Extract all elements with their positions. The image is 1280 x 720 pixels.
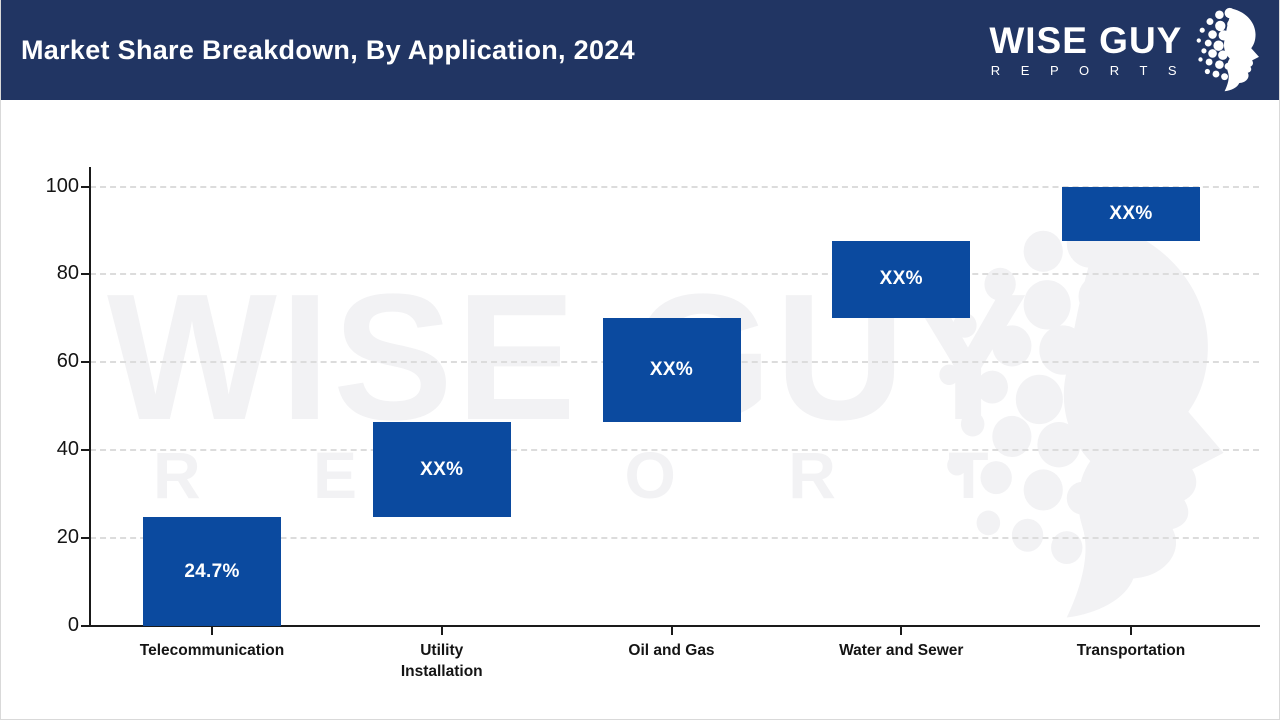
x-category-label-line: Water and Sewer <box>839 642 964 659</box>
y-tick-mark <box>81 625 89 627</box>
x-category-label-line: Installation <box>400 663 483 680</box>
header-bar: Market Share Breakdown, By Application, … <box>1 0 1279 100</box>
watermark-subtext: R E P O R T S <box>153 438 1192 512</box>
brand-subtitle: R E P O R T S <box>990 63 1185 78</box>
y-tick-label: 40 <box>56 438 79 461</box>
bar-value-label: XX% <box>649 359 694 381</box>
y-tick-label: 0 <box>67 614 79 636</box>
bar-value-label: XX% <box>420 458 464 480</box>
y-tick-label: 20 <box>56 526 79 549</box>
x-category-label: Telecommunication <box>97 640 327 661</box>
brand-logo-text: WISE GUY R E P O R T S <box>987 22 1185 78</box>
y-tick-mark <box>81 449 89 452</box>
x-tick-mark <box>670 627 673 635</box>
x-category-label-line: Telecommunication <box>139 642 285 659</box>
x-category-label-line: Oil and Gas <box>628 642 715 659</box>
bar-value-label: XX% <box>879 268 923 290</box>
bar-telecommunication: 24.7% <box>143 517 281 626</box>
x-category-label-line: Utility <box>420 642 464 659</box>
x-axis-line <box>89 625 1260 627</box>
x-category-label: Transportation <box>1016 640 1246 661</box>
y-tick-mark <box>81 361 89 364</box>
bar-value-label: XX% <box>1109 202 1153 224</box>
x-tick-mark <box>211 627 213 635</box>
bar-value-label: 24.7% <box>184 560 240 582</box>
bar-water-and-sewer: XX% <box>832 240 971 319</box>
x-category-label: Oil and Gas <box>557 640 787 661</box>
y-tick-mark <box>81 273 89 276</box>
x-category-label-line: Transportation <box>1076 642 1186 659</box>
gridline-80 <box>90 273 1259 276</box>
gridline-100 <box>90 185 1259 188</box>
x-tick-mark <box>900 627 903 635</box>
bar-oil-and-gas: XX% <box>602 318 741 423</box>
y-tick-label: 60 <box>56 350 79 373</box>
gridline-40 <box>90 449 1259 452</box>
y-tick-label: 100 <box>45 174 79 197</box>
brand-logo: WISE GUY R E P O R T S <box>987 5 1265 95</box>
x-tick-mark <box>1130 627 1132 635</box>
gridline-20 <box>90 537 1259 540</box>
y-tick-mark <box>81 537 89 540</box>
y-axis-line <box>89 167 91 627</box>
x-category-label: Utility Installation <box>327 640 557 682</box>
bar-transportation: XX% <box>1062 186 1200 241</box>
page-title: Market Share Breakdown, By Application, … <box>21 34 635 65</box>
x-category-label: Water and Sewer <box>786 640 1016 661</box>
y-tick-mark <box>81 185 89 188</box>
y-tick-label: 80 <box>56 262 79 285</box>
brand-name: WISE GUY <box>989 20 1183 61</box>
bar-utility-installation: XX% <box>372 422 511 518</box>
x-tick-mark <box>440 627 443 635</box>
